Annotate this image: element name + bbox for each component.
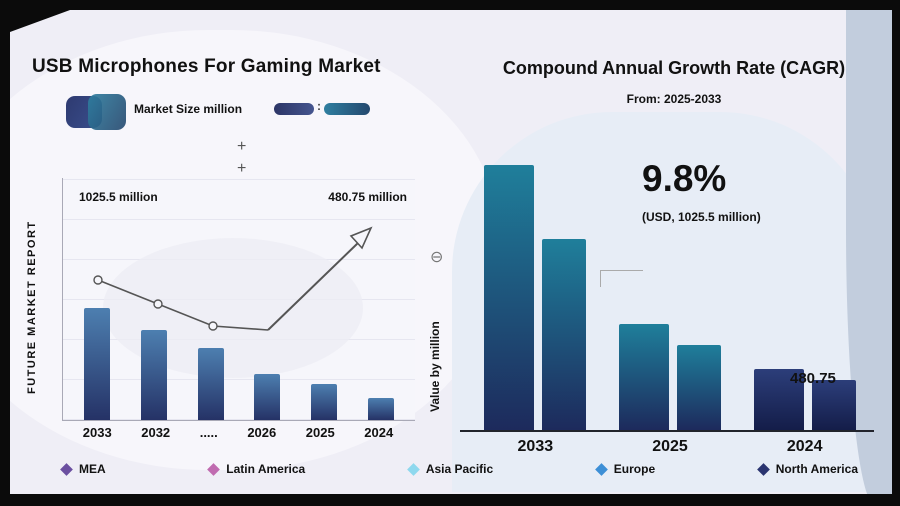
left-bar — [254, 374, 281, 420]
step-decoration — [600, 270, 643, 287]
legend-item-label: Latin America — [226, 462, 306, 476]
right-x-label: 2033 — [517, 438, 554, 455]
right-x-axis-labels: 2033 2025 2024 — [468, 438, 872, 456]
diamond-icon — [60, 462, 73, 476]
right-bar — [619, 324, 669, 430]
market-size-legend-label: Market Size million — [134, 102, 243, 116]
legend-item-label: Europe — [613, 462, 656, 476]
icon-square-teal — [88, 94, 126, 130]
right-bar — [753, 369, 804, 430]
legend-item: North America — [756, 462, 858, 476]
region-legend: MEA Latin America Asia Pacific Europe North … — [60, 462, 858, 476]
left-x-label: ..... — [199, 425, 218, 440]
cagr-note: (USD, 1025.5 million) — [642, 210, 761, 224]
left-bar — [140, 330, 167, 420]
diamond-icon — [207, 462, 221, 476]
legend-pill-dark — [274, 103, 314, 115]
future-market-report-label: FUTURE MARKET REPORT — [26, 220, 38, 394]
legend-item: Asia Pacific — [406, 462, 494, 476]
diamond-icon — [406, 462, 420, 476]
plus-decoration-icon: + — [237, 138, 247, 155]
diamond-icon — [594, 462, 608, 476]
right-bar — [542, 239, 587, 430]
plus-decoration-icon: + — [237, 160, 247, 177]
right-bar-group — [737, 369, 872, 430]
right-x-label: 2024 — [786, 438, 823, 455]
right-chart-subtitle: From: 2025-2033 — [626, 92, 722, 106]
value-label-2024: 480.75 — [790, 370, 836, 387]
legend-pill-teal — [324, 103, 370, 115]
left-x-label: 2025 — [305, 425, 335, 440]
cagr-value: 9.8% — [642, 158, 727, 199]
left-bar — [310, 384, 337, 420]
right-bars — [468, 160, 872, 430]
left-x-label: 2026 — [247, 425, 277, 440]
legend-item-label: MEA — [79, 462, 106, 476]
legend-item-label: Asia Pacific — [425, 462, 494, 476]
value-axis-label: Value by million — [428, 321, 442, 412]
right-bar-group — [468, 165, 603, 430]
diamond-icon — [756, 462, 770, 476]
right-x-axis-line — [460, 430, 874, 432]
annotation-480: 480.75 million — [328, 190, 407, 204]
left-chart-title: USB Microphones For Gaming Market — [32, 56, 381, 77]
market-size-icon — [66, 94, 128, 130]
right-bar-group — [603, 324, 738, 430]
left-chart-panel: 1025.5 million 480.75 million — [62, 178, 415, 421]
legend-colon: : — [317, 99, 321, 113]
frame-border-top — [0, 0, 900, 10]
left-x-label: 2024 — [364, 425, 394, 440]
right-bar — [811, 379, 856, 430]
left-x-axis-labels: 2033 2032..... 2026 2025 2024 — [62, 425, 414, 440]
right-bar — [484, 165, 535, 430]
legend-item-label: North America — [775, 462, 858, 476]
left-x-label: 2032 — [141, 425, 171, 440]
frame-corner-notch — [10, 10, 70, 32]
frame-border-bottom — [0, 494, 900, 506]
frame-border-right — [892, 0, 900, 506]
frame-border-left — [0, 0, 10, 506]
legend-item: Latin America — [207, 462, 306, 476]
left-bar — [197, 348, 224, 420]
annotation-1025: 1025.5 million — [79, 190, 158, 204]
right-chart-title: Compound Annual Growth Rate (CAGR) — [502, 58, 846, 78]
legend-item: Europe — [594, 462, 656, 476]
left-bars — [63, 300, 415, 420]
right-bar — [677, 345, 721, 430]
left-bar — [367, 397, 394, 420]
legend-item: MEA — [60, 462, 106, 476]
circled-minus-icon: ⊖ — [430, 249, 444, 266]
left-bar — [84, 308, 111, 420]
right-x-label: 2025 — [652, 438, 688, 455]
left-x-label: 2033 — [82, 425, 112, 440]
